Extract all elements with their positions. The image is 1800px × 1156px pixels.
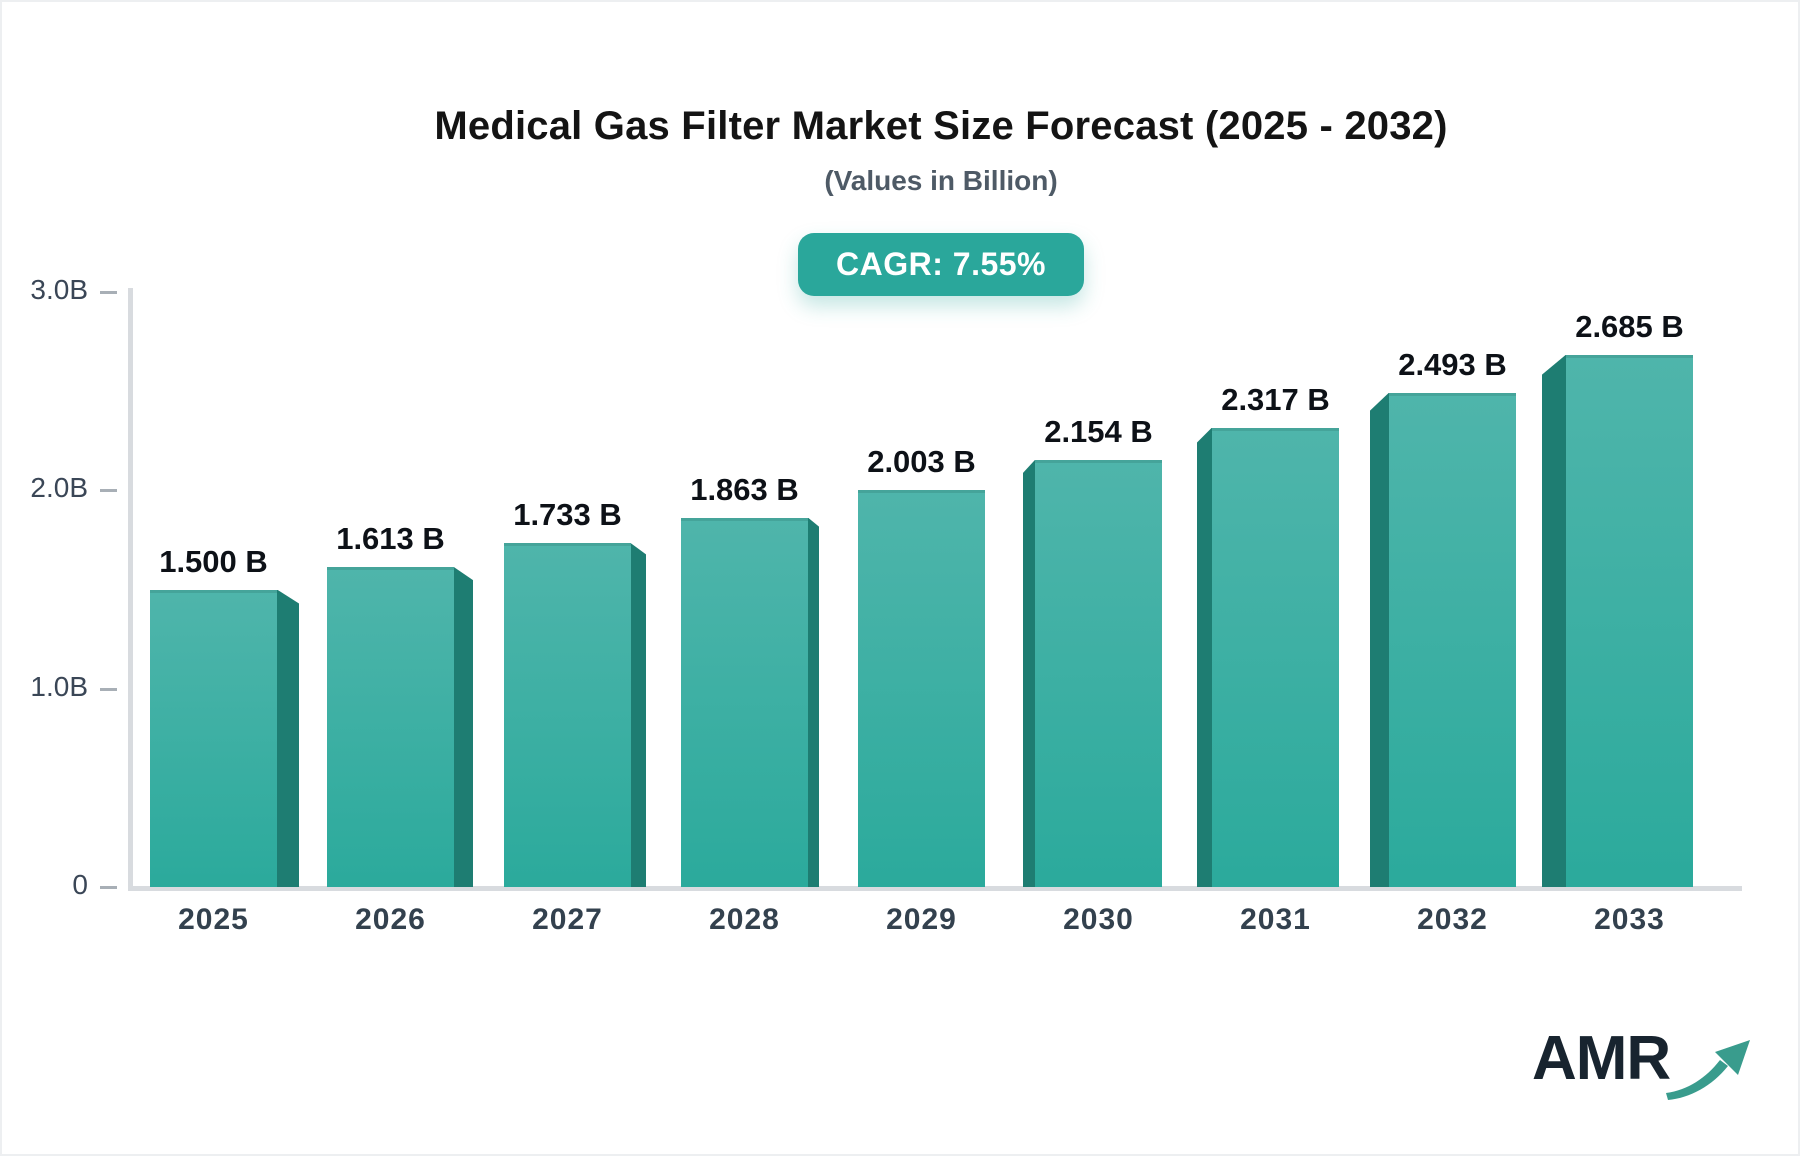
y-tick-dash: [100, 687, 117, 691]
x-tick-label: 2027: [532, 903, 603, 936]
bar-value-label: 2.154 B: [1044, 413, 1153, 449]
bar-2032: [1389, 392, 1516, 887]
x-tick-label: 2033: [1594, 903, 1665, 936]
y-tick-dash: [100, 886, 117, 889]
amr-logo: AMR: [1532, 1022, 1762, 1112]
y-tick-dash: [100, 489, 117, 493]
chart-header: Medical Gas Filter Market Size Forecast …: [41, 0, 1800, 296]
growth-arrow-icon: [1666, 1040, 1750, 1100]
bar-side-face: [454, 567, 473, 887]
bar-2026: [327, 567, 454, 887]
y-tick-label: 0: [72, 869, 88, 900]
bar-2028: [681, 517, 808, 887]
bar-value-label: 2.685 B: [1575, 308, 1684, 344]
x-tick-label: 2028: [709, 903, 780, 936]
y-tick-label: 1.0B: [30, 670, 88, 702]
bar-2033: [1566, 354, 1693, 887]
bar-value-label: 2.493 B: [1398, 346, 1507, 382]
y-tick-label: 2.0B: [30, 472, 88, 504]
bar-side-face: [631, 543, 646, 887]
x-axis-line: [128, 886, 1742, 891]
bar-value-label: 1.613 B: [336, 521, 445, 557]
bar-side-face: [277, 589, 299, 887]
x-tick-label: 2025: [178, 903, 249, 936]
bar-side-face: [1542, 354, 1566, 887]
bar-side-face: [1197, 427, 1212, 887]
bar-2025: [150, 589, 277, 887]
bar-side-face: [808, 517, 819, 887]
bar-value-label: 1.500 B: [159, 543, 268, 579]
x-tick-label: 2031: [1240, 903, 1311, 936]
y-tick-dash: [100, 291, 117, 295]
y-axis-line: [128, 288, 133, 891]
cagr-badge: CAGR: 7.55%: [798, 233, 1084, 296]
logo-text: AMR: [1532, 1024, 1671, 1093]
y-tick-label: 3.0B: [30, 274, 88, 306]
x-tick-label: 2032: [1417, 903, 1488, 936]
bar-2031: [1212, 427, 1339, 887]
x-tick-label: 2026: [355, 903, 426, 936]
x-tick-label: 2030: [1063, 903, 1134, 936]
bar-value-label: 2.317 B: [1221, 381, 1330, 417]
bar-side-face: [1023, 459, 1035, 887]
bar-value-label: 2.003 B: [867, 443, 976, 479]
bar-2030: [1035, 459, 1162, 887]
bar-2027: [504, 543, 631, 887]
chart-subtitle: (Values in Billion): [824, 165, 1058, 196]
chart-title: Medical Gas Filter Market Size Forecast …: [434, 104, 1448, 148]
bar-2029: [858, 489, 985, 887]
bar-value-label: 1.733 B: [513, 497, 622, 533]
bar-value-label: 1.863 B: [690, 471, 799, 507]
x-tick-label: 2029: [886, 903, 957, 936]
bar-side-face: [1370, 392, 1389, 887]
